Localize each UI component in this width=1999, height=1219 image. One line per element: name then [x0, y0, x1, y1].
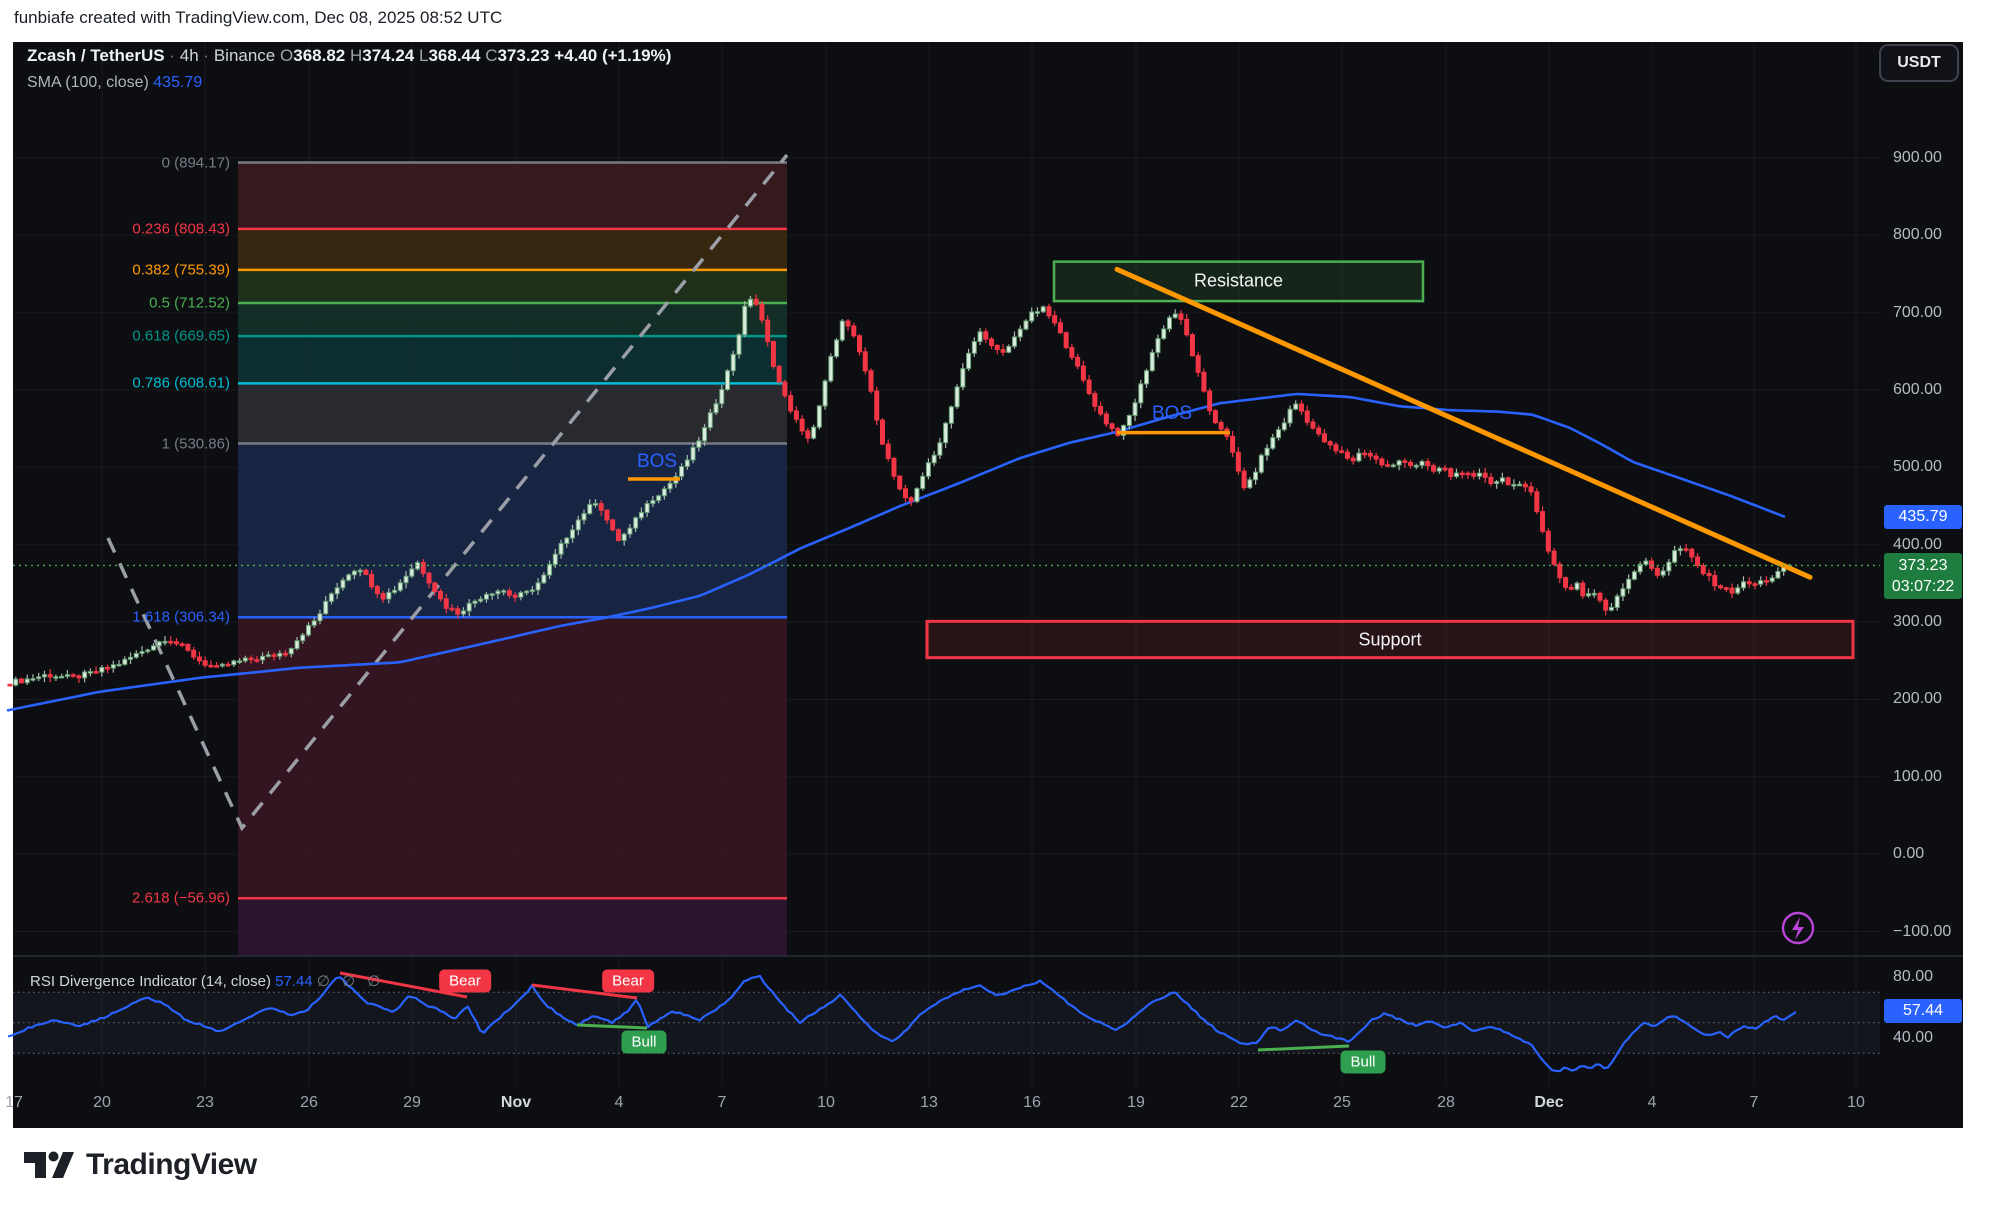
bull-divergence-marker[interactable]: Bull [621, 1030, 667, 1054]
fib-level-label: 0 (894.17) [161, 154, 230, 171]
sma-price-badge: 435.79 [1884, 505, 1962, 530]
fib-level-label: 1 (530.86) [161, 435, 230, 453]
time-tick: 16 [1023, 1094, 1041, 1111]
rsi-tick: 80.00 [1893, 968, 1934, 985]
bos-label-1[interactable]: BOS [636, 451, 678, 472]
high-label: H [349, 46, 363, 65]
fib-level-label: 0.786 (608.61) [132, 374, 230, 392]
candle-countdown: 03:07:22 [1891, 578, 1955, 596]
price-tick: 300.00 [1893, 613, 1942, 631]
bear-divergence-marker[interactable]: Bear [602, 969, 654, 993]
time-tick: 26 [300, 1094, 318, 1111]
price-tick: 500.00 [1893, 458, 1942, 476]
time-tick: 29 [403, 1094, 421, 1111]
rsi-tick: 40.00 [1893, 1029, 1934, 1046]
time-tick: 7 [1749, 1094, 1759, 1111]
rsi-value: 57.44 [275, 973, 313, 990]
price-tick: 800.00 [1893, 226, 1942, 244]
time-tick: 22 [1230, 1094, 1248, 1111]
time-tick: 7 [717, 1094, 727, 1111]
tradingview-logo-icon [24, 1151, 74, 1178]
last-price-badge: 373.23 03:07:22 [1884, 553, 1962, 600]
price-tick: 600.00 [1893, 381, 1942, 399]
price-tick: 200.00 [1893, 690, 1942, 708]
time-tick: 17 [5, 1094, 23, 1111]
time-tick: 4 [1647, 1094, 1657, 1111]
time-tick: Nov [500, 1094, 532, 1111]
time-tick: 13 [920, 1094, 938, 1111]
interval-label[interactable]: 4h [179, 46, 199, 65]
separator: · [203, 46, 210, 65]
close-label: C [485, 46, 498, 65]
fib-level-label: 1.618 (306.34) [132, 608, 230, 626]
price-tick: 0.00 [1893, 845, 1925, 863]
time-tick: 25 [1333, 1094, 1351, 1111]
time-tick: 10 [817, 1094, 835, 1111]
time-tick: 23 [196, 1094, 214, 1111]
last-price-value: 373.23 [1898, 557, 1948, 575]
currency-toggle-button[interactable]: USDT [1879, 44, 1959, 82]
price-tick: 700.00 [1893, 303, 1942, 321]
rsi-title: RSI Divergence Indicator (14, close) [30, 973, 271, 990]
separator: · [169, 46, 176, 65]
fib-level-label: 0.618 (669.65) [132, 327, 230, 345]
rsi-legend[interactable]: RSI Divergence Indicator (14, close) 57.… [30, 972, 384, 990]
low-value: 368.44 [428, 46, 481, 65]
sma-value: 435.79 [153, 74, 203, 91]
bos-label-2[interactable]: BOS [1151, 403, 1193, 424]
price-tick: 900.00 [1893, 149, 1942, 166]
attribution-header: funbiafe created with TradingView.com, D… [14, 8, 503, 27]
open-value: 368.82 [293, 46, 346, 65]
chart-canvas[interactable] [13, 42, 1963, 1128]
fib-level-label: 0.5 (712.52) [149, 294, 230, 312]
change-value: +4.40 (+1.19%) [554, 46, 672, 65]
price-tick: 100.00 [1893, 767, 1942, 785]
high-value: 374.24 [362, 46, 415, 65]
sma-label: SMA (100, close) [27, 74, 149, 91]
time-tick: 4 [614, 1094, 624, 1111]
bull-divergence-marker[interactable]: Bull [1340, 1050, 1386, 1074]
symbol-legend[interactable]: Zcash / TetherUS · 4h · Binance O368.82 … [27, 46, 671, 66]
rsi-empty-markers: ∅ ∅ ∅ [316, 973, 385, 990]
bear-divergence-marker[interactable]: Bear [439, 969, 491, 993]
tradingview-logo-text: TradingView [86, 1148, 257, 1181]
price-tick: 400.00 [1893, 535, 1942, 553]
rsi-value-badge: 57.44 [1884, 999, 1962, 1024]
price-tick: −100.00 [1893, 922, 1952, 940]
tradingview-logo[interactable]: TradingView [22, 1146, 257, 1184]
fib-level-label: 0.382 (755.39) [132, 261, 230, 279]
time-tick: 19 [1127, 1094, 1145, 1111]
support-label[interactable]: Support [1358, 629, 1422, 649]
low-label: L [418, 46, 429, 65]
time-tick: 10 [1847, 1094, 1865, 1111]
resistance-label[interactable]: Resistance [1193, 270, 1284, 291]
fib-level-label: 0.236 (808.43) [132, 220, 230, 238]
close-value: 373.23 [497, 46, 550, 65]
time-tick: 28 [1437, 1094, 1455, 1111]
symbol-name[interactable]: Zcash / TetherUS [27, 46, 165, 65]
sma-legend[interactable]: SMA (100, close) 435.79 [27, 74, 202, 92]
exchange-label: Binance [213, 46, 276, 65]
time-tick: 20 [93, 1094, 111, 1111]
time-tick: Dec [1534, 1094, 1564, 1111]
fib-level-label: 2.618 (−56.96) [132, 889, 230, 907]
open-label: O [280, 46, 294, 65]
